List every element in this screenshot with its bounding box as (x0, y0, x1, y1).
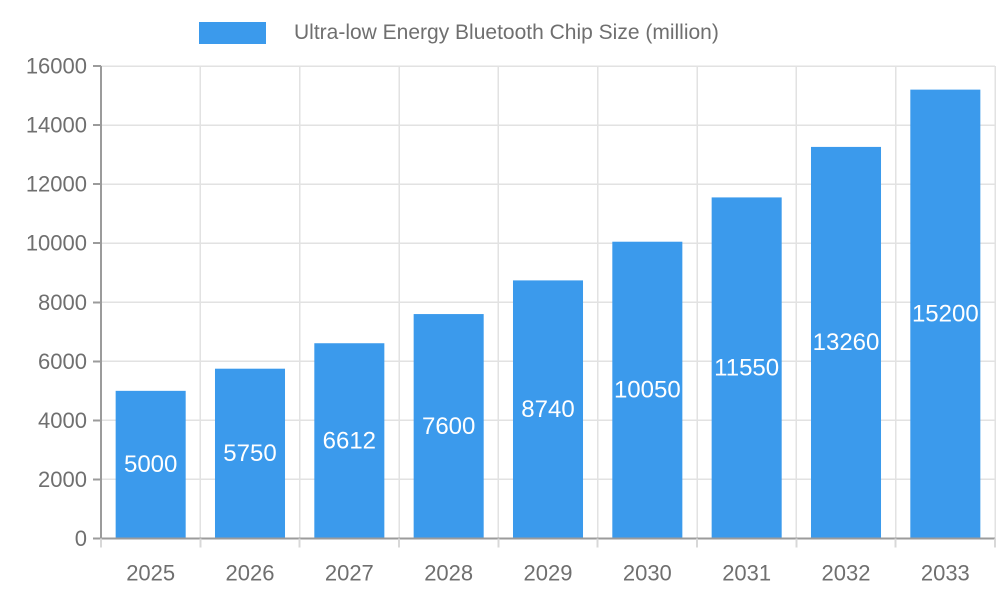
bar-value-label: 15200 (912, 301, 979, 328)
bar-value-label: 7600 (422, 413, 475, 440)
bar[interactable] (910, 89, 981, 539)
x-tick-label: 2031 (722, 561, 771, 586)
y-tick-label: 4000 (38, 408, 87, 433)
y-tick-label: 12000 (26, 172, 87, 197)
bar[interactable] (115, 390, 186, 539)
y-tick-label: 2000 (38, 467, 87, 492)
bar[interactable] (214, 368, 286, 539)
bar[interactable] (512, 280, 584, 539)
x-tick-label: 2032 (822, 561, 871, 586)
y-tick-label: 6000 (38, 349, 87, 374)
bar[interactable] (314, 343, 385, 539)
bar-value-label: 6612 (323, 427, 376, 454)
x-tick-label: 2026 (226, 561, 275, 586)
y-tick-label: 16000 (26, 54, 87, 79)
legend-label: Ultra-low Energy Bluetooth Chip Size (mi… (294, 21, 719, 44)
y-tick-label: 8000 (38, 290, 87, 315)
bar-value-label: 11550 (714, 354, 779, 381)
bar-value-label: 5750 (223, 440, 276, 467)
y-tick-label: 14000 (26, 113, 87, 138)
legend[interactable]: Ultra-low Energy Bluetooth Chip Size (mi… (199, 20, 719, 46)
x-tick-label: 2027 (325, 561, 374, 586)
bar[interactable] (810, 146, 882, 539)
bar-value-label: 10050 (614, 377, 681, 404)
bar-value-label: 8740 (521, 396, 574, 423)
x-tick-label: 2028 (424, 561, 473, 586)
x-tick-label: 2033 (921, 561, 970, 586)
bar-value-label: 5000 (124, 451, 177, 478)
bar[interactable] (711, 197, 782, 539)
x-tick-label: 2025 (126, 561, 175, 586)
x-tick-label: 2029 (524, 561, 573, 586)
y-tick-label: 0 (75, 526, 87, 551)
x-tick-label: 2030 (623, 561, 672, 586)
legend-swatch[interactable] (199, 22, 266, 44)
bar[interactable] (612, 241, 683, 539)
bar[interactable] (413, 314, 484, 539)
y-tick-label: 10000 (26, 231, 87, 256)
bar-value-label: 13260 (813, 329, 880, 356)
